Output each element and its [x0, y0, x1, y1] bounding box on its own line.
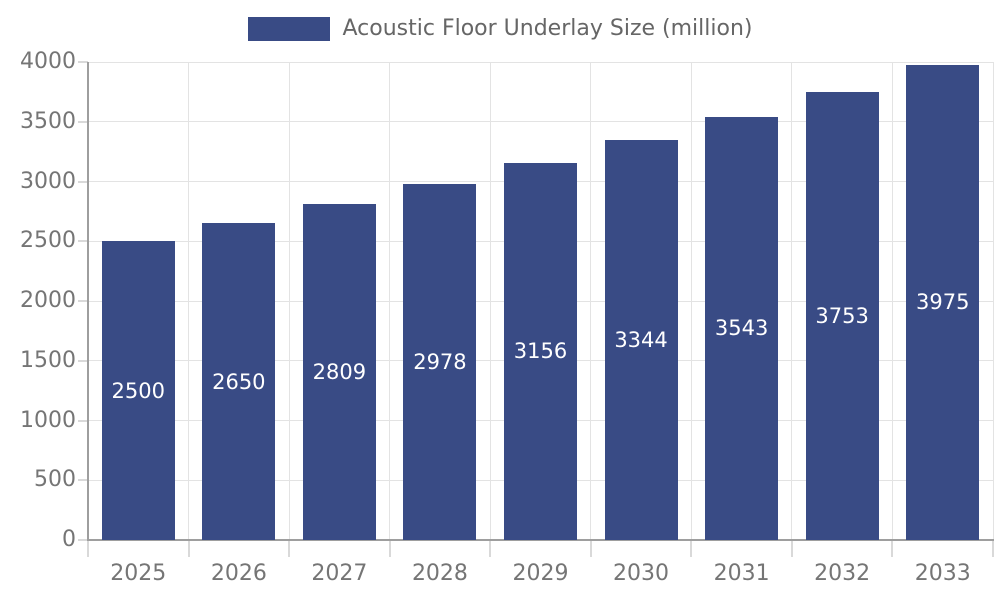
y-tick-label: 2500 — [20, 228, 76, 254]
x-tick-label: 2032 — [814, 561, 871, 586]
y-tick-label: 3000 — [20, 168, 76, 194]
y-tick — [78, 479, 88, 482]
bar — [604, 140, 678, 540]
y-tick-label: 500 — [34, 467, 76, 493]
y-tick-label: 1500 — [20, 347, 76, 373]
x-tick-label: 2028 — [411, 561, 468, 586]
y-axis-line — [87, 62, 89, 541]
bar — [403, 184, 477, 540]
x-tick — [187, 541, 190, 557]
x-tick — [992, 541, 994, 557]
x-tick — [288, 541, 291, 557]
y-tick — [78, 359, 88, 362]
bar-value-label: 3753 — [815, 303, 869, 328]
bar — [101, 241, 175, 540]
y-tick — [78, 180, 88, 183]
y-tick-label: 4000 — [20, 49, 76, 74]
legend-label: Acoustic Floor Underlay Size (million) — [342, 16, 753, 41]
bar — [504, 162, 577, 540]
y-gridline — [88, 121, 993, 123]
x-gridline — [590, 62, 592, 540]
x-tick-label: 2026 — [210, 561, 267, 586]
x-gridline — [188, 62, 190, 540]
x-tick — [690, 541, 693, 557]
x-tick — [589, 541, 592, 557]
bar — [805, 91, 879, 540]
x-gridline — [690, 62, 692, 540]
legend-swatch — [247, 16, 330, 41]
x-axis-line — [87, 539, 994, 541]
bar-value-label: 3975 — [915, 290, 970, 315]
x-tick-label: 2027 — [311, 561, 368, 586]
x-gridline — [891, 62, 893, 540]
x-gridline — [992, 62, 994, 540]
y-tick-label: 2000 — [20, 288, 76, 313]
x-tick-label: 2029 — [512, 561, 569, 586]
x-tick — [388, 541, 391, 557]
y-tick — [78, 419, 88, 422]
bar-value-label: 2500 — [111, 378, 165, 403]
bar-value-label: 2978 — [413, 350, 467, 375]
x-gridline — [389, 62, 391, 540]
y-tick — [78, 120, 88, 123]
y-tick — [78, 61, 88, 63]
x-gridline — [791, 62, 793, 540]
x-tick — [489, 541, 492, 557]
bar — [906, 64, 980, 540]
bar-value-label: 3543 — [714, 316, 769, 341]
bar-value-label: 2809 — [312, 360, 367, 385]
x-tick — [891, 541, 894, 557]
x-tick — [87, 541, 89, 557]
bar-value-label: 2650 — [212, 369, 266, 394]
x-tick-label: 2025 — [110, 561, 167, 586]
y-tick — [78, 300, 88, 302]
x-tick-label: 2031 — [713, 561, 770, 586]
y-tick — [78, 240, 88, 243]
bar — [202, 223, 276, 540]
legend[interactable]: Acoustic Floor Underlay Size (million) — [0, 16, 1000, 41]
bar — [302, 204, 376, 540]
x-gridline — [288, 62, 290, 540]
x-tick-label: 2030 — [613, 561, 670, 586]
x-gridline — [489, 62, 491, 540]
bar — [705, 116, 779, 540]
bar-value-label: 3156 — [513, 339, 568, 364]
bar-value-label: 3344 — [614, 328, 668, 353]
y-tick-label: 1000 — [20, 407, 76, 433]
y-gridline — [88, 61, 993, 63]
y-tick-label: 3500 — [20, 108, 76, 134]
x-tick — [790, 541, 793, 557]
y-tick-label: 0 — [62, 527, 76, 552]
y-tick — [78, 539, 88, 541]
x-tick-label: 2033 — [914, 561, 971, 586]
